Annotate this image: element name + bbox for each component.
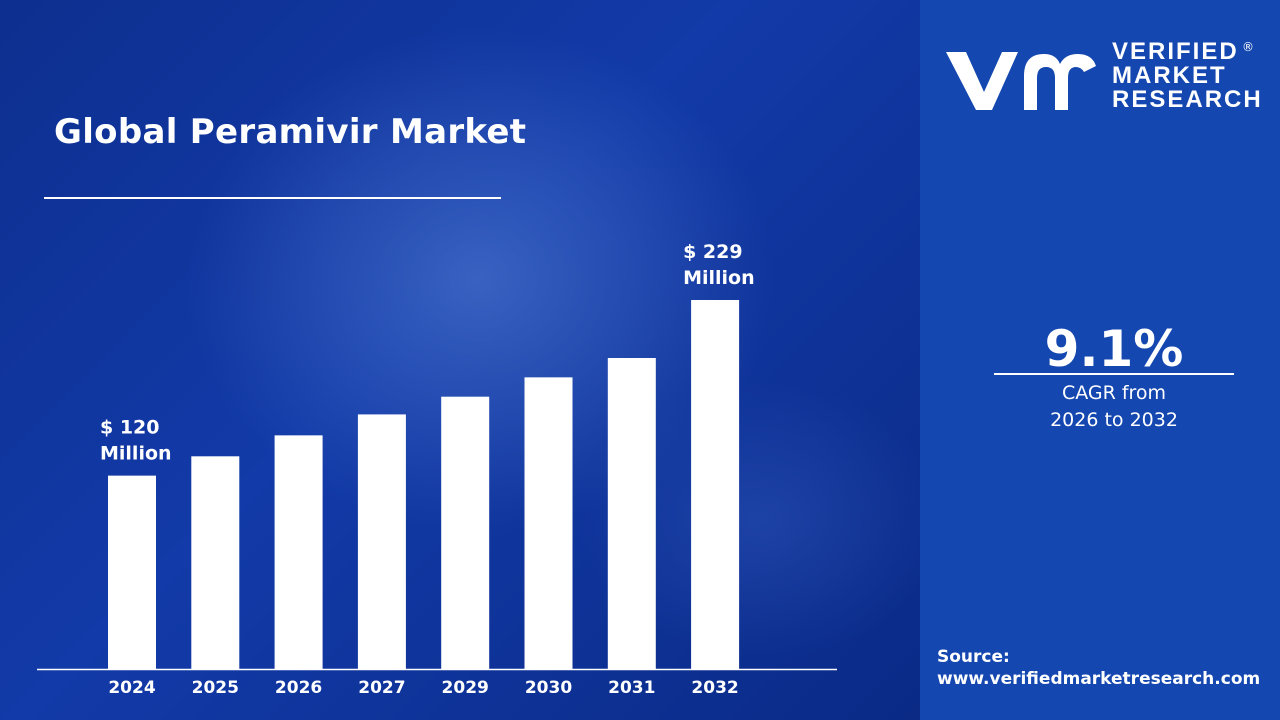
x-tick-label-2030: 2030 — [525, 678, 572, 698]
bar-2031 — [607, 358, 656, 669]
brand-logo: VERIFIED MARKET RESEARCH ® — [940, 40, 1270, 115]
info-panel — [920, 0, 1280, 720]
cagr-divider — [994, 373, 1234, 375]
bar-2027 — [357, 414, 406, 669]
source-label: Source: — [937, 647, 1010, 667]
x-tick-label-2025: 2025 — [192, 678, 239, 698]
cagr-value: 9.1% — [1044, 320, 1184, 378]
title-underline — [44, 197, 501, 199]
bar-2032 — [691, 300, 740, 669]
brand-wordmark: VERIFIED MARKET RESEARCH — [1112, 40, 1263, 112]
bar-2024 — [108, 475, 156, 669]
x-tick-label-2031: 2031 — [608, 678, 655, 698]
data-label-2024-value: $ 120 — [100, 417, 160, 439]
brand-line-market: MARKET — [1112, 62, 1227, 89]
data-label-2032-value: $ 229 — [683, 241, 743, 263]
cagr-label-line1: CAGR from — [1061, 382, 1167, 404]
x-tick-label-2032: 2032 — [691, 678, 738, 698]
brand-line-research: RESEARCH — [1112, 86, 1263, 113]
cagr-label-line2: 2026 to 2032 — [1050, 409, 1178, 431]
x-tick-label-2029: 2029 — [442, 678, 489, 698]
chart-panel: Global Peramivir Market 2024 $ 120 Million… — [0, 0, 920, 720]
brand-line-verified: VERIFIED — [1112, 38, 1239, 65]
chart-title: Global Peramivir Market — [54, 112, 527, 152]
data-label-2024-unit: Million — [100, 443, 172, 465]
vmr-logo-icon — [946, 52, 1096, 110]
cagr-label: CAGR from 2026 to 2032 — [994, 380, 1234, 434]
registered-mark: ® — [1242, 40, 1254, 54]
source-note: Source: www.verifiedmarketresearch.com — [937, 646, 1260, 690]
x-tick-label-2024: 2024 — [108, 678, 155, 698]
bar-2030 — [524, 377, 573, 669]
x-tick-label-2027: 2027 — [358, 678, 405, 698]
bar-2029 — [441, 396, 490, 669]
x-tick-label-2026: 2026 — [275, 678, 322, 698]
data-label-2032-unit: Million — [683, 267, 755, 289]
source-url: www.verifiedmarketresearch.com — [937, 669, 1261, 689]
bar-2025 — [191, 456, 240, 669]
bar-chart: 2024 $ 120 Million 2025 2026 2027 2029 2030 2031… — [37, 241, 837, 698]
bar-2026 — [274, 435, 323, 669]
